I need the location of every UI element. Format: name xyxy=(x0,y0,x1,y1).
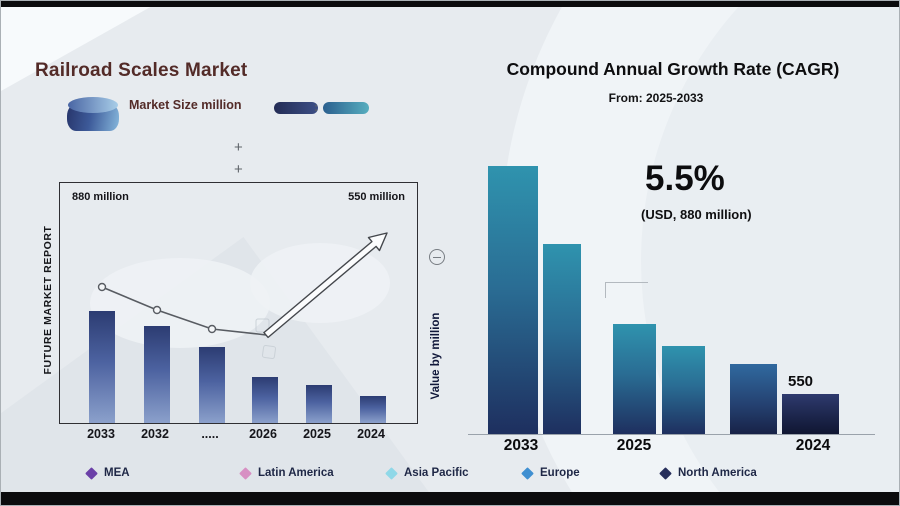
database-cylinder-icon xyxy=(67,97,119,131)
right-chart-bar xyxy=(662,346,705,434)
legend-item-north-america: North America xyxy=(659,466,757,480)
right-chart-bar xyxy=(782,394,839,434)
legend-label: Asia Pacific xyxy=(404,467,469,479)
legend-diamond xyxy=(385,466,398,480)
left-chart-bar xyxy=(199,347,225,423)
cylinder-top xyxy=(68,97,118,113)
right-chart-y-axis-label: Value by million xyxy=(430,312,442,400)
legend-diamond xyxy=(659,466,672,480)
left-chart-bar xyxy=(252,377,278,423)
right-chart-baseline xyxy=(468,434,875,435)
legend-diamond xyxy=(239,466,252,480)
left-chart-bar xyxy=(360,396,386,423)
legend-item-asia-pacific: Asia Pacific xyxy=(385,466,469,480)
legend-diamond xyxy=(521,466,534,480)
page-title: Railroad Scales Market xyxy=(35,60,248,81)
legend-item-mea: MEA xyxy=(85,466,130,480)
minus-line xyxy=(433,256,441,258)
right-chart-bar xyxy=(488,166,538,434)
right-chart-title: Compound Annual Growth Rate (CAGR) xyxy=(506,59,840,79)
legend-item-latin-america: Latin America xyxy=(239,466,334,480)
legend-diamond xyxy=(85,466,98,480)
annotation-550-million: 550 million xyxy=(348,191,405,203)
cagr-unit: (USD, 880 million) xyxy=(641,207,752,222)
legend-item-europe: Europe xyxy=(521,466,580,480)
right-chart-bar xyxy=(730,364,777,434)
right-x-label-2024: 2024 xyxy=(795,437,831,454)
legend-label: Latin America xyxy=(258,467,334,479)
legend-label: Europe xyxy=(540,467,580,479)
market-size-label: Market Size million xyxy=(129,98,242,112)
right-chart-bar xyxy=(613,324,656,434)
right-chart-subtitle: From: 2025-2033 xyxy=(608,91,704,105)
bottom-black-strip xyxy=(1,492,899,505)
left-chart-bars xyxy=(60,183,417,423)
left-x-label-2033: 2033 xyxy=(87,427,115,441)
left-chart-y-axis-label: FUTURE MARKET REPORT xyxy=(42,225,54,375)
plus-icon: + xyxy=(234,161,243,178)
minus-circle-icon xyxy=(429,249,445,265)
pill-badge-teal xyxy=(323,102,369,114)
left-x-label-dots: ..... xyxy=(201,427,219,441)
left-chart-bar xyxy=(144,326,170,423)
legend-label: North America xyxy=(678,467,757,479)
pill-separator: : xyxy=(314,100,318,114)
right-chart-bar xyxy=(543,244,581,434)
left-x-label-2032: 2032 xyxy=(141,427,169,441)
legend-label: MEA xyxy=(104,467,130,479)
left-chart-bar xyxy=(89,311,115,423)
right-x-label-2033: 2033 xyxy=(503,437,539,454)
value-label-550: 550 xyxy=(788,373,814,390)
left-chart-bar xyxy=(306,385,332,423)
plus-icon: + xyxy=(234,139,243,156)
annotation-880-million: 880 million xyxy=(72,191,129,203)
pill-badge-navy xyxy=(274,102,318,114)
top-black-strip xyxy=(1,1,899,7)
left-x-label-2024: 2024 xyxy=(357,427,385,441)
left-x-label-2026: 2026 xyxy=(249,427,277,441)
left-chart: 880 million 550 million xyxy=(59,182,418,424)
callout-bracket xyxy=(605,282,648,298)
left-x-label-2025: 2025 xyxy=(303,427,331,441)
right-x-label-2025: 2025 xyxy=(616,437,652,454)
cagr-value: 5.5% xyxy=(645,159,725,198)
